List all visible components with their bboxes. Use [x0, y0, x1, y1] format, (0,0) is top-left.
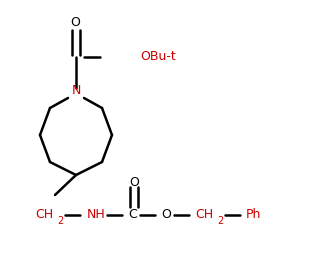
- Text: O: O: [70, 15, 80, 29]
- Text: O: O: [129, 176, 139, 188]
- Text: CH: CH: [195, 208, 213, 222]
- Text: CH: CH: [35, 208, 53, 222]
- Text: C: C: [128, 208, 137, 222]
- Text: OBu-t: OBu-t: [140, 50, 176, 63]
- Text: N: N: [71, 84, 81, 96]
- Text: O: O: [161, 208, 171, 222]
- Text: NH: NH: [87, 208, 106, 222]
- Text: 2: 2: [217, 216, 223, 226]
- Text: 2: 2: [57, 216, 63, 226]
- Text: Ph: Ph: [246, 208, 261, 222]
